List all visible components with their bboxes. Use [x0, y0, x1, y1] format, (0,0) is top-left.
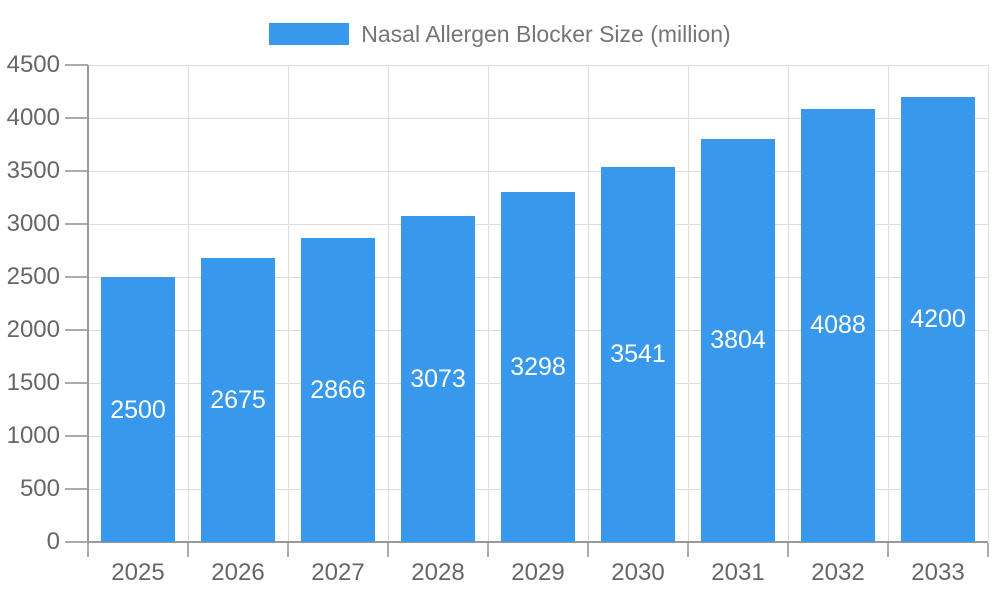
x-axis-tick [687, 543, 689, 557]
plot-area: 0 500 1000 1500 2000 2500 3000 3500 4000 4500 2500… [7, 53, 989, 586]
y-axis-tick [65, 329, 88, 331]
legend-label: Nasal Allergen Blocker Size (million) [361, 21, 731, 47]
bar-value-label: 3298 [510, 353, 566, 382]
x-axis-tick [187, 543, 189, 557]
x-axis-tick-label: 2027 [311, 559, 365, 586]
y-axis-tick-label: 2000 [6, 316, 60, 343]
x-axis-tick [487, 543, 489, 557]
x-axis-line [88, 541, 988, 543]
y-axis-tick [65, 382, 88, 384]
x-axis-tick-label: 2033 [911, 559, 965, 586]
y-axis-tick [65, 488, 88, 490]
y-axis-tick-label: 4000 [6, 104, 60, 131]
x-axis-tick [387, 543, 389, 557]
gridline-vertical [887, 65, 889, 542]
bar-value-label: 4088 [810, 311, 866, 340]
bar-2027[interactable]: 2866 [301, 238, 375, 542]
bar-value-label: 3073 [410, 365, 466, 394]
bar-2030[interactable]: 3541 [601, 166, 675, 542]
bar-2028[interactable]: 3073 [401, 216, 475, 542]
bar-2029[interactable]: 3298 [501, 192, 575, 542]
bar-2026[interactable]: 2675 [201, 258, 275, 542]
y-axis-tick [65, 276, 88, 278]
gridline-vertical [287, 65, 289, 542]
y-axis-tick-label: 1500 [6, 369, 60, 396]
x-axis-tick-label: 2025 [111, 559, 165, 586]
gridline-vertical [987, 65, 989, 542]
bar-2033[interactable]: 4200 [901, 96, 975, 542]
gridline-vertical [487, 65, 489, 542]
x-axis-tick [787, 543, 789, 557]
y-axis-tick [65, 223, 88, 225]
y-axis-tick-label: 1000 [6, 422, 60, 449]
y-axis-tick [65, 435, 88, 437]
x-axis-tick [287, 543, 289, 557]
x-axis-tick-label: 2032 [811, 559, 865, 586]
x-axis-tick [987, 543, 989, 557]
x-axis-tick [887, 543, 889, 557]
x-axis-tick-label: 2029 [511, 559, 565, 586]
gridline-vertical [587, 65, 589, 542]
y-axis-tick [65, 170, 88, 172]
y-axis-tick [65, 64, 88, 66]
bar-value-label: 3804 [710, 326, 766, 355]
gridline-horizontal [88, 117, 988, 119]
x-axis-tick-label: 2026 [211, 559, 265, 586]
gridline-vertical [687, 65, 689, 542]
bar-2032[interactable]: 4088 [801, 108, 875, 542]
x-axis-tick [87, 543, 89, 557]
legend-swatch [269, 23, 350, 45]
x-axis-tick [587, 543, 589, 557]
y-axis-tick-label: 500 [19, 475, 60, 502]
bar-value-label: 2500 [110, 395, 166, 424]
chart-legend-item[interactable]: Nasal Allergen Blocker Size (million) [0, 20, 1000, 48]
gridline-vertical [187, 65, 189, 542]
y-axis-tick-label: 0 [46, 528, 60, 555]
y-axis-tick [65, 117, 88, 119]
gridline-vertical [787, 65, 789, 542]
gridline-horizontal [88, 170, 988, 172]
bar-value-label: 3541 [610, 340, 666, 369]
x-axis-tick-label: 2028 [411, 559, 465, 586]
bar-value-label: 4200 [910, 305, 966, 334]
y-axis-tick-label: 2500 [6, 263, 60, 290]
gridline-horizontal [88, 64, 988, 66]
x-axis-tick-label: 2030 [611, 559, 665, 586]
y-axis-tick-label: 4500 [6, 51, 60, 78]
bar-2025[interactable]: 2500 [101, 277, 175, 542]
bar-value-label: 2866 [310, 376, 366, 405]
y-axis-tick-label: 3000 [6, 210, 60, 237]
y-axis-line [87, 65, 89, 542]
bar-value-label: 2675 [210, 386, 266, 415]
y-axis-tick [65, 541, 88, 543]
x-axis-tick-label: 2031 [711, 559, 765, 586]
y-axis-tick-label: 3500 [6, 157, 60, 184]
bar-2031[interactable]: 3804 [701, 138, 775, 542]
gridline-vertical [387, 65, 389, 542]
